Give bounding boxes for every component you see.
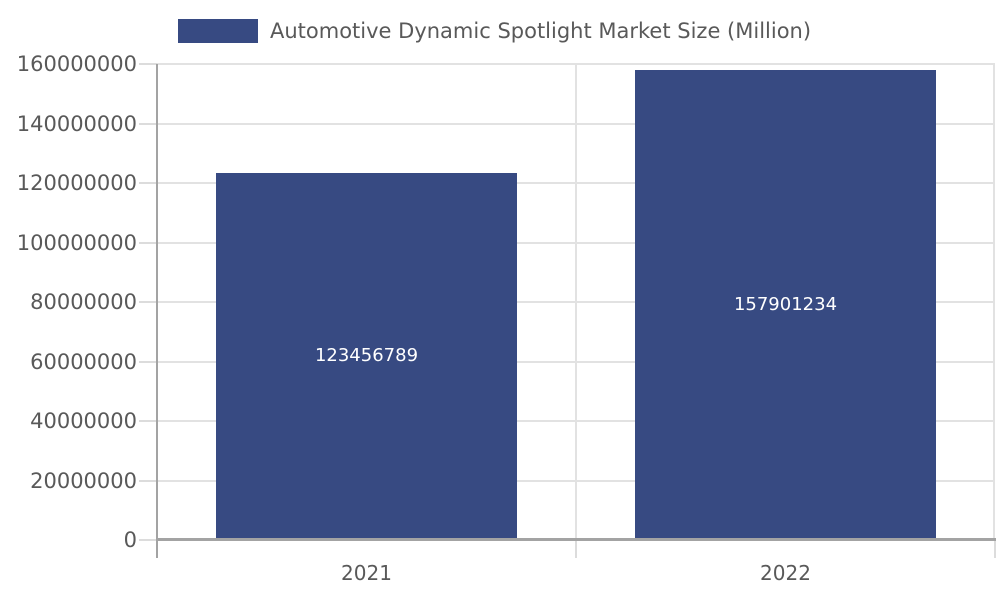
y-tick-label: 140000000 <box>16 111 137 136</box>
plot-area: 123456789 157901234 <box>157 63 995 540</box>
x-axis-tick <box>994 541 996 558</box>
y-tick-label: 120000000 <box>16 171 137 195</box>
y-axis-tick <box>139 301 157 303</box>
y-tick-label: 60000000 <box>30 349 137 374</box>
legend-swatch <box>178 19 258 43</box>
legend-label: Automotive Dynamic Spotlight Market Size… <box>270 19 812 43</box>
y-axis-tick <box>139 420 157 422</box>
gridline-vertical <box>575 64 577 540</box>
y-tick-label: 160000000 <box>16 52 137 76</box>
bar-2022[interactable] <box>635 70 936 540</box>
y-axis: 0 20000000 40000000 60000000 80000000 1000000… <box>0 52 157 552</box>
y-axis-tick <box>139 479 157 482</box>
y-axis-line <box>156 64 158 558</box>
bar-2021[interactable] <box>216 172 517 540</box>
y-tick-label: 40000000 <box>30 409 137 433</box>
y-tick-label: 0 <box>123 528 137 552</box>
y-axis-tick <box>139 539 157 541</box>
legend-item[interactable]: Automotive Dynamic Spotlight Market Size… <box>178 19 811 43</box>
y-axis-tick <box>139 63 157 65</box>
y-axis-tick <box>139 241 157 244</box>
y-tick-label: 100000000 <box>16 230 137 255</box>
x-tick-label: 2021 <box>341 561 392 585</box>
plot-right-border <box>993 64 995 540</box>
bar-value-label: 157901234 <box>733 294 838 316</box>
y-axis-tick <box>139 182 157 184</box>
y-axis-tick <box>139 122 157 125</box>
x-axis-tick <box>575 541 577 558</box>
x-tick-label: 2022 <box>760 561 811 585</box>
x-axis-line <box>156 538 996 541</box>
y-tick-label: 20000000 <box>30 468 137 493</box>
bar-value-label: 123456789 <box>314 345 419 367</box>
y-tick-label: 80000000 <box>30 290 137 314</box>
y-axis-tick <box>139 360 157 363</box>
